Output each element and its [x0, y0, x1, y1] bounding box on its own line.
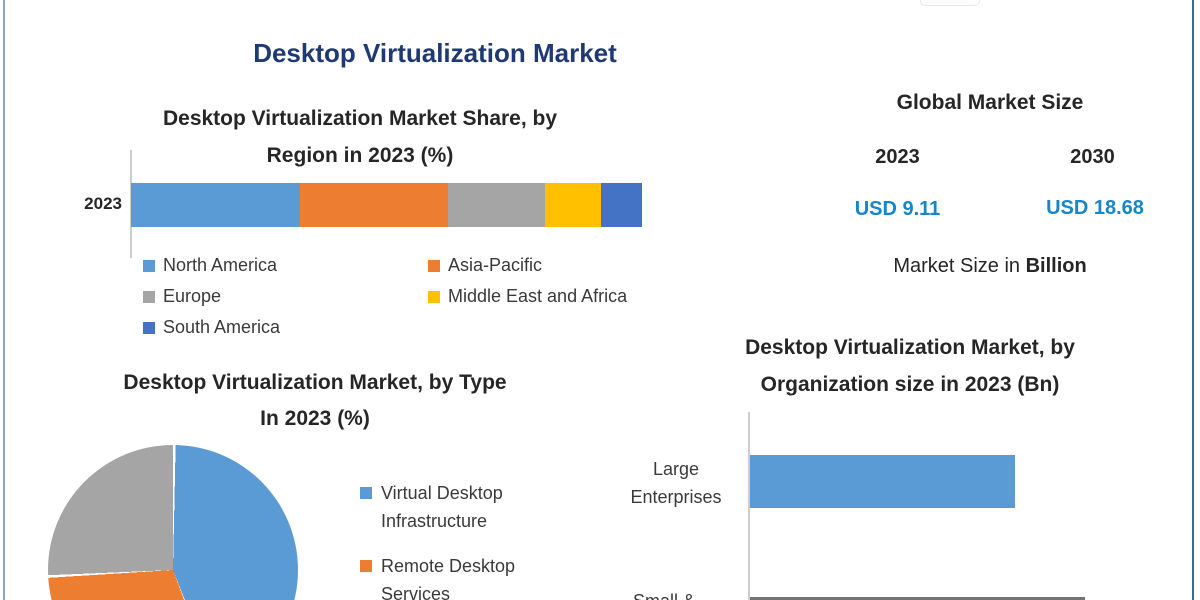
bar-segment-south-america	[601, 183, 642, 227]
org-chart-title-line2: Organization size in 2023 (Bn)	[760, 373, 1060, 396]
legend-label: Europe	[163, 286, 222, 306]
region-chart-category-label: 2023	[84, 194, 122, 213]
org-chart-title: Desktop Virtualization Market, by Organi…	[665, 329, 1155, 403]
bar-segment-north-america	[131, 183, 300, 227]
legend-swatch-europe	[143, 290, 155, 303]
type-chart-title-line1: Desktop Virtualization Market, by Type	[123, 371, 507, 394]
global-market-value-2023: USD 9.11	[854, 198, 941, 220]
legend-item-middle-east-and-africa: Middle East and Africa	[428, 281, 688, 312]
legend-item-asia-pacific: Asia-Pacific	[428, 250, 688, 281]
region-chart-legend: North America Asia-Pacific Europe Middle Ea…	[143, 250, 688, 343]
global-market-year-2023: 2023	[875, 146, 920, 168]
type-chart-title: Desktop Virtualization Market, by Type I…	[65, 365, 565, 437]
legend-label: North America	[163, 255, 278, 275]
type-chart-legend: Virtual Desktop Infrastructure Remote Desk…	[360, 479, 580, 600]
global-market-value-2030: USD 18.68	[1046, 197, 1144, 219]
legend-swatch-asia-pacific	[428, 259, 440, 272]
bar-segment-middle-east-and-africa	[544, 183, 602, 227]
legend-swatch-virtual-desktop-infrastructure	[360, 487, 372, 499]
global-market-year-2030: 2030	[1070, 146, 1115, 168]
org-chart-category-label-small-cropped: Small &	[633, 591, 695, 600]
org-chart-category-label-large: Large Enterprises	[615, 455, 737, 511]
legend-item-north-america: North America	[143, 250, 428, 281]
global-market-size-heading: Global Market Size	[896, 91, 1084, 114]
region-chart-title-line2: Region in 2023 (%)	[266, 144, 454, 167]
type-chart-title-line2: In 2023 (%)	[260, 407, 370, 430]
org-chart-title-line1: Desktop Virtualization Market, by	[745, 336, 1075, 359]
org-label-large-line2: Enterprises	[630, 487, 722, 507]
legend-label: South America	[163, 317, 281, 337]
left-frame-border	[3, 0, 5, 600]
type-pie-chart	[48, 445, 298, 600]
legend-item-south-america: South America	[143, 312, 428, 343]
legend-label: Remote Desktop Services	[381, 556, 516, 600]
legend-swatch-north-america	[143, 259, 155, 272]
legend-swatch-south-america	[143, 321, 155, 334]
org-bar-large-enterprises	[750, 455, 1015, 508]
org-bar-small-cropped	[750, 597, 1085, 600]
cropped-box-fragment	[920, 0, 980, 6]
global-market-caption-regular: Market Size in	[893, 255, 1026, 277]
bar-segment-europe	[447, 183, 545, 227]
region-stacked-bar	[131, 183, 642, 227]
legend-item-europe: Europe	[143, 281, 428, 312]
legend-item-virtual-desktop-infrastructure: Virtual Desktop Infrastructure	[360, 479, 580, 535]
region-chart-title-line1: Desktop Virtualization Market Share, by	[162, 107, 558, 130]
org-chart-y-axis	[748, 412, 750, 600]
region-chart-title: Desktop Virtualization Market Share, by …	[95, 100, 625, 174]
bar-segment-asia-pacific	[299, 183, 448, 227]
legend-item-remote-desktop-services: Remote Desktop Services	[360, 552, 580, 600]
global-market-caption: Market Size in Billion	[840, 255, 1140, 278]
legend-label: Virtual Desktop Infrastructure	[381, 483, 503, 531]
right-frame-border	[1192, 0, 1194, 600]
org-label-large-line1: Large	[652, 459, 700, 479]
page-title: Desktop Virtualization Market	[253, 38, 617, 68]
legend-label: Asia-Pacific	[448, 255, 543, 275]
global-market-caption-bold: Billion	[1025, 255, 1087, 277]
legend-swatch-middle-east-and-africa	[428, 290, 440, 303]
legend-swatch-remote-desktop-services	[360, 560, 372, 572]
legend-label: Middle East and Africa	[448, 286, 628, 306]
